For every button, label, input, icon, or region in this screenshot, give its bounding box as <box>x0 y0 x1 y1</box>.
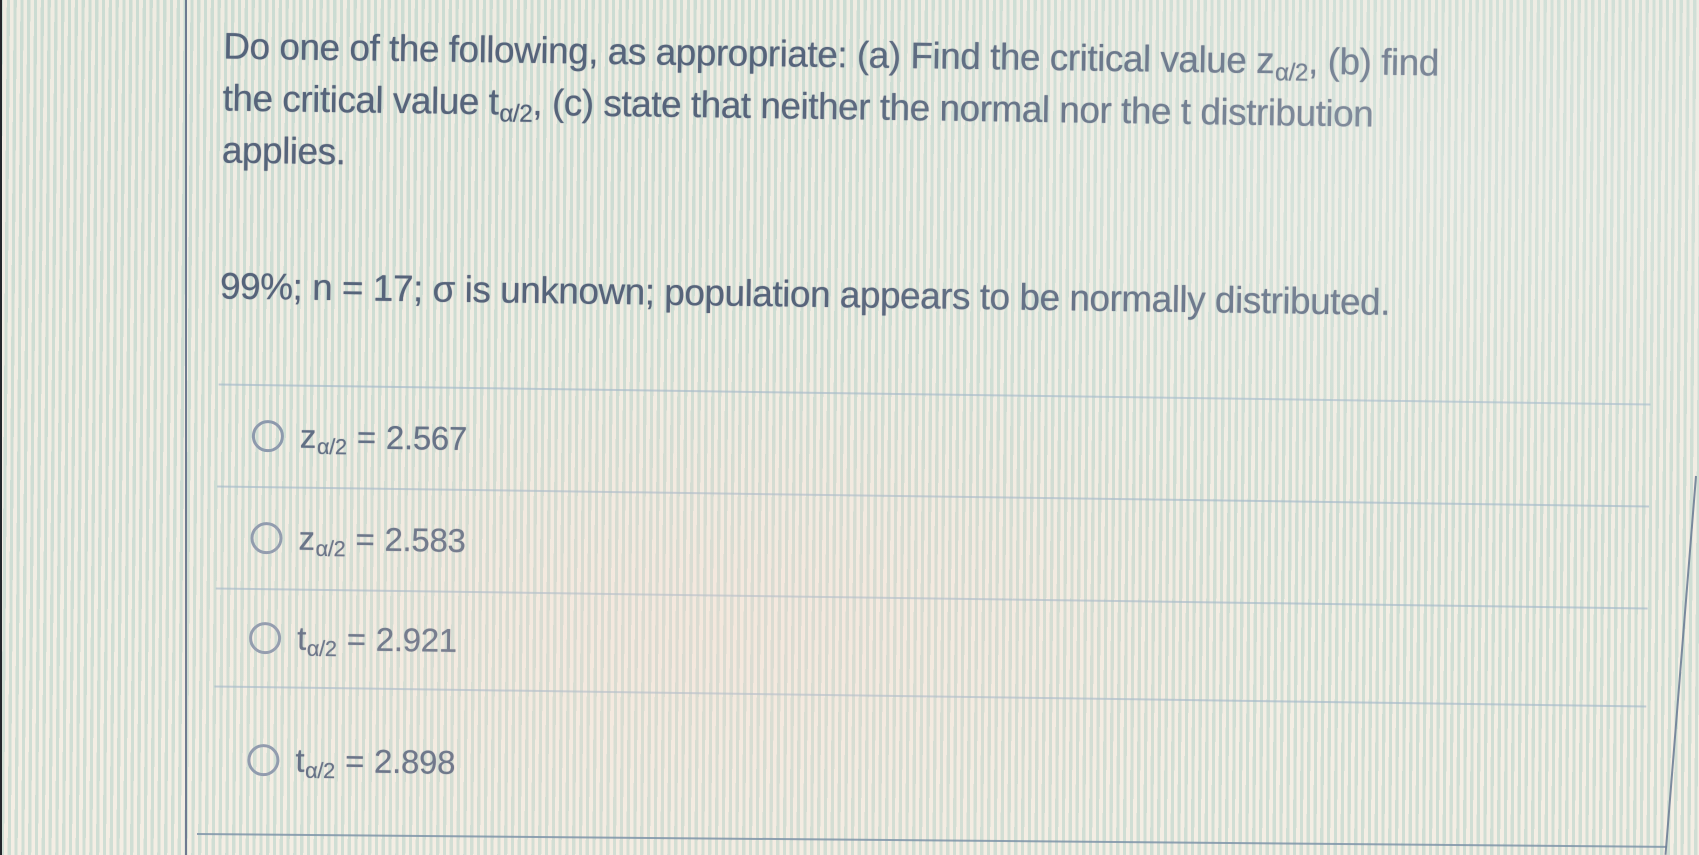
option-label: tα/2 = 2.921 <box>296 619 458 662</box>
question-panel: Do one of the following, as appropriate:… <box>185 0 1699 855</box>
option-label: tα/2 = 2.898 <box>295 741 456 783</box>
radio-button[interactable] <box>251 419 285 453</box>
question-text: Do one of the following, as appropriate:… <box>222 21 1699 198</box>
answer-options: zα/2 = 2.567 zα/2 = 2.583 tα/2 = 2.921 tα/2 = 2.… <box>212 383 1651 851</box>
answer-option-1[interactable]: zα/2 = 2.567 <box>217 383 1651 506</box>
option-label: zα/2 = 2.583 <box>298 519 466 562</box>
given-conditions: 99%; n = 17; σ is unknown; population ap… <box>219 265 1391 323</box>
answer-option-2[interactable]: zα/2 = 2.583 <box>215 485 1650 608</box>
radio-button[interactable] <box>247 743 280 776</box>
panel-content: Do one of the following, as appropriate:… <box>175 0 1699 851</box>
radio-button[interactable] <box>250 521 283 555</box>
photo-left-edge <box>0 0 2 855</box>
answer-option-4[interactable]: tα/2 = 2.898 <box>212 685 1647 851</box>
option-label: zα/2 = 2.567 <box>299 417 468 460</box>
radio-button[interactable] <box>248 621 282 655</box>
